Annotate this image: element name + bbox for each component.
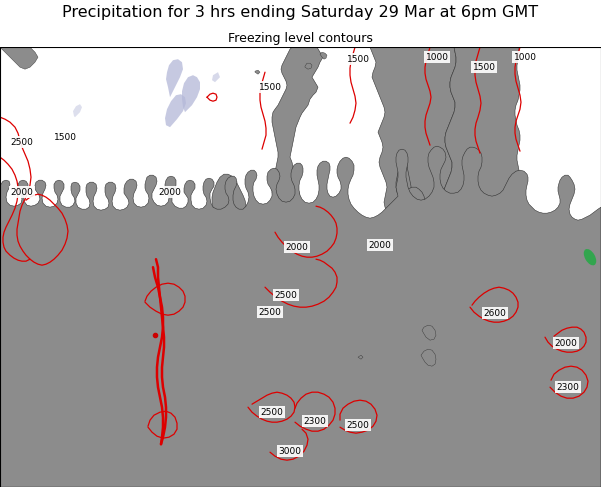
Text: 2500: 2500 (347, 421, 370, 429)
Polygon shape (260, 407, 275, 427)
Polygon shape (212, 174, 246, 227)
Text: 2000: 2000 (555, 339, 578, 347)
Polygon shape (320, 52, 327, 59)
Text: 2500: 2500 (258, 307, 281, 317)
Polygon shape (440, 47, 520, 267)
Text: 3000: 3000 (278, 447, 302, 456)
Text: 2000: 2000 (285, 243, 308, 252)
Polygon shape (398, 187, 425, 215)
Polygon shape (422, 325, 436, 340)
Text: 2300: 2300 (557, 383, 579, 392)
Text: 1500: 1500 (53, 133, 76, 142)
Polygon shape (0, 47, 38, 69)
Polygon shape (0, 146, 601, 487)
Text: 2000: 2000 (368, 241, 391, 250)
Polygon shape (358, 355, 363, 359)
Text: 1500: 1500 (258, 82, 281, 92)
Text: 2300: 2300 (304, 417, 326, 426)
Text: 2000: 2000 (159, 188, 182, 197)
Text: 2500: 2500 (275, 291, 297, 300)
Text: 2500: 2500 (11, 138, 34, 147)
Polygon shape (370, 47, 456, 240)
Text: 1500: 1500 (472, 62, 495, 72)
Polygon shape (165, 94, 186, 127)
Polygon shape (421, 349, 436, 366)
Text: 1000: 1000 (426, 53, 448, 61)
Polygon shape (396, 153, 411, 200)
Polygon shape (272, 47, 323, 272)
Polygon shape (212, 72, 220, 82)
Polygon shape (255, 70, 260, 74)
Text: 1000: 1000 (513, 53, 537, 61)
Polygon shape (73, 104, 82, 117)
Polygon shape (237, 389, 260, 417)
Ellipse shape (584, 249, 596, 265)
Text: 1500: 1500 (347, 55, 370, 63)
Text: Freezing level contours: Freezing level contours (228, 32, 373, 44)
Text: 2500: 2500 (261, 407, 284, 417)
Polygon shape (182, 75, 200, 112)
Polygon shape (166, 59, 183, 97)
Polygon shape (305, 63, 312, 69)
Text: Precipitation for 3 hrs ending Saturday 29 Mar at 6pm GMT: Precipitation for 3 hrs ending Saturday … (63, 5, 538, 20)
Text: 2600: 2600 (484, 309, 507, 318)
Text: 2000: 2000 (11, 188, 34, 197)
